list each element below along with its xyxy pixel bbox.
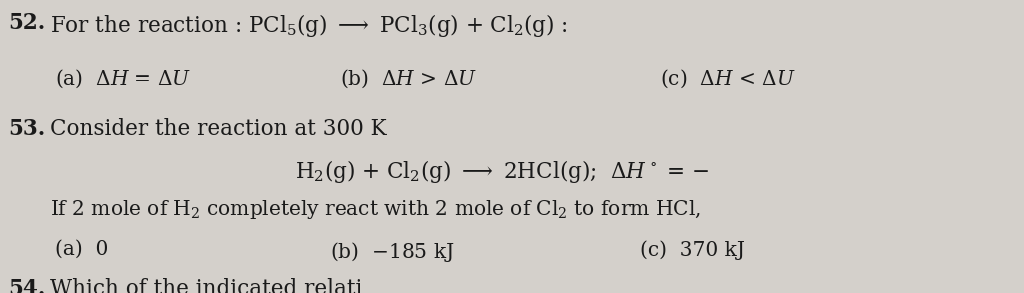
- Text: Consider the reaction at 300 K: Consider the reaction at 300 K: [50, 118, 387, 140]
- Text: (c)  $\Delta H$ < $\Delta U$: (c) $\Delta H$ < $\Delta U$: [660, 68, 796, 91]
- Text: (b)  $\Delta H$ > $\Delta U$: (b) $\Delta H$ > $\Delta U$: [340, 68, 477, 91]
- Text: Which of the indicated relati: Which of the indicated relati: [50, 278, 362, 293]
- Text: 53.: 53.: [8, 118, 45, 140]
- Text: (a)  $\Delta H$ = $\Delta U$: (a) $\Delta H$ = $\Delta U$: [55, 68, 191, 91]
- Text: (c)  370 kJ: (c) 370 kJ: [640, 240, 744, 260]
- Text: If 2 mole of $\mathregular{H_2}$ completely react with 2 mole of $\mathregular{C: If 2 mole of $\mathregular{H_2}$ complet…: [50, 198, 700, 221]
- Text: 54.: 54.: [8, 278, 45, 293]
- Text: $\mathregular{H_2}$(g) + $\mathregular{Cl_2}$(g) $\longrightarrow$ 2HCl(g);  $\D: $\mathregular{H_2}$(g) + $\mathregular{C…: [295, 158, 710, 185]
- Text: (b)  $-$185 kJ: (b) $-$185 kJ: [330, 240, 455, 264]
- Text: For the reaction : $\mathregular{PCl_5}$(g) $\longrightarrow$ $\mathregular{PCl_: For the reaction : $\mathregular{PCl_5}$…: [50, 12, 568, 39]
- Text: 52.: 52.: [8, 12, 45, 34]
- Text: (a)  0: (a) 0: [55, 240, 109, 259]
